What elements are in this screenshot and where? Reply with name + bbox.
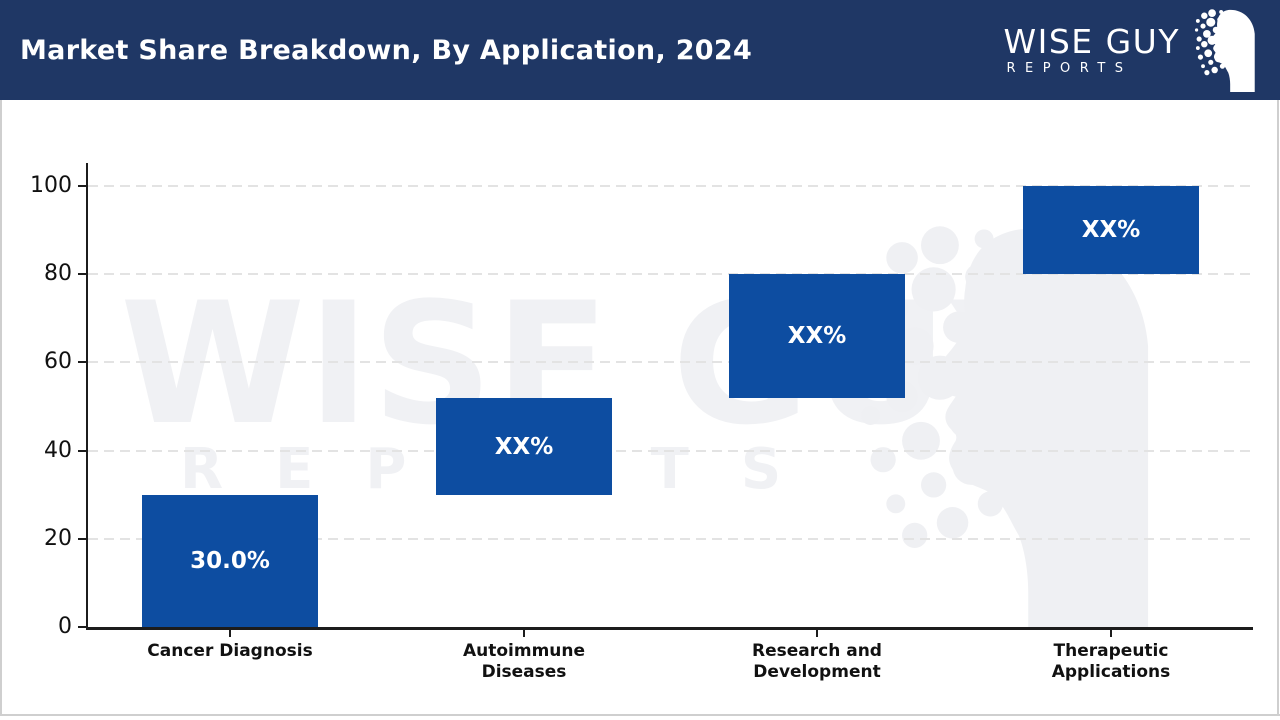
right-border bbox=[1277, 100, 1279, 716]
y-tick-label: 40 bbox=[44, 438, 72, 463]
y-tick-label: 0 bbox=[58, 614, 72, 639]
y-tick-mark bbox=[78, 361, 86, 363]
y-tick-label: 100 bbox=[30, 173, 72, 198]
gridline-40 bbox=[88, 450, 1253, 452]
wise-guy-logo: WISE GUY REPORTS bbox=[1003, 7, 1266, 93]
logo-subtitle: REPORTS bbox=[1006, 60, 1133, 76]
x-label-research-and-development: Research and Development bbox=[752, 641, 882, 682]
bar-research-and-development: XX% bbox=[729, 274, 905, 398]
x-label-cancer-diagnosis: Cancer Diagnosis bbox=[147, 641, 313, 661]
x-tick-mark bbox=[1110, 630, 1112, 637]
wise-guy-face-icon bbox=[1194, 9, 1255, 92]
header: Market Share Breakdown, By Application, … bbox=[0, 0, 1280, 100]
x-tick-mark bbox=[229, 630, 231, 637]
bar-value-label: XX% bbox=[787, 323, 847, 349]
y-tick-label: 20 bbox=[44, 526, 72, 551]
bottom-border bbox=[0, 714, 1280, 716]
y-tick-mark bbox=[78, 185, 86, 187]
gridline-20 bbox=[88, 538, 1253, 540]
y-tick-label: 80 bbox=[44, 261, 72, 286]
x-label-autoimmune-diseases: Autoimmune Diseases bbox=[462, 641, 586, 682]
gridline-60 bbox=[88, 361, 1253, 363]
bar-value-label: XX% bbox=[494, 433, 554, 460]
bar-autoimmune-diseases: XX% bbox=[436, 398, 612, 495]
logo-wordmark: WISE GUY bbox=[1003, 21, 1180, 61]
y-tick-label: 60 bbox=[44, 349, 72, 374]
y-tick-mark bbox=[78, 538, 86, 540]
y-tick-mark bbox=[78, 626, 86, 628]
x-tick-mark bbox=[523, 630, 525, 637]
x-label-therapeutic-applications: Therapeutic Applications bbox=[1051, 641, 1171, 682]
left-border bbox=[0, 100, 2, 716]
y-axis-line bbox=[86, 163, 88, 630]
logo-text: WISE GUY REPORTS bbox=[1003, 21, 1180, 77]
gridline-100 bbox=[88, 185, 1253, 187]
y-tick-mark bbox=[78, 450, 86, 452]
x-axis-line bbox=[86, 627, 1253, 630]
bar-value-label: XX% bbox=[1081, 217, 1141, 243]
y-tick-mark bbox=[78, 273, 86, 275]
page-title: Market Share Breakdown, By Application, … bbox=[20, 35, 753, 66]
gridline-80 bbox=[88, 273, 1253, 275]
bar-therapeutic-applications: XX% bbox=[1023, 186, 1199, 274]
bar-value-label: 30.0% bbox=[190, 548, 270, 574]
x-tick-mark bbox=[816, 630, 818, 637]
bar-cancer-diagnosis: 30.0% bbox=[142, 495, 318, 627]
